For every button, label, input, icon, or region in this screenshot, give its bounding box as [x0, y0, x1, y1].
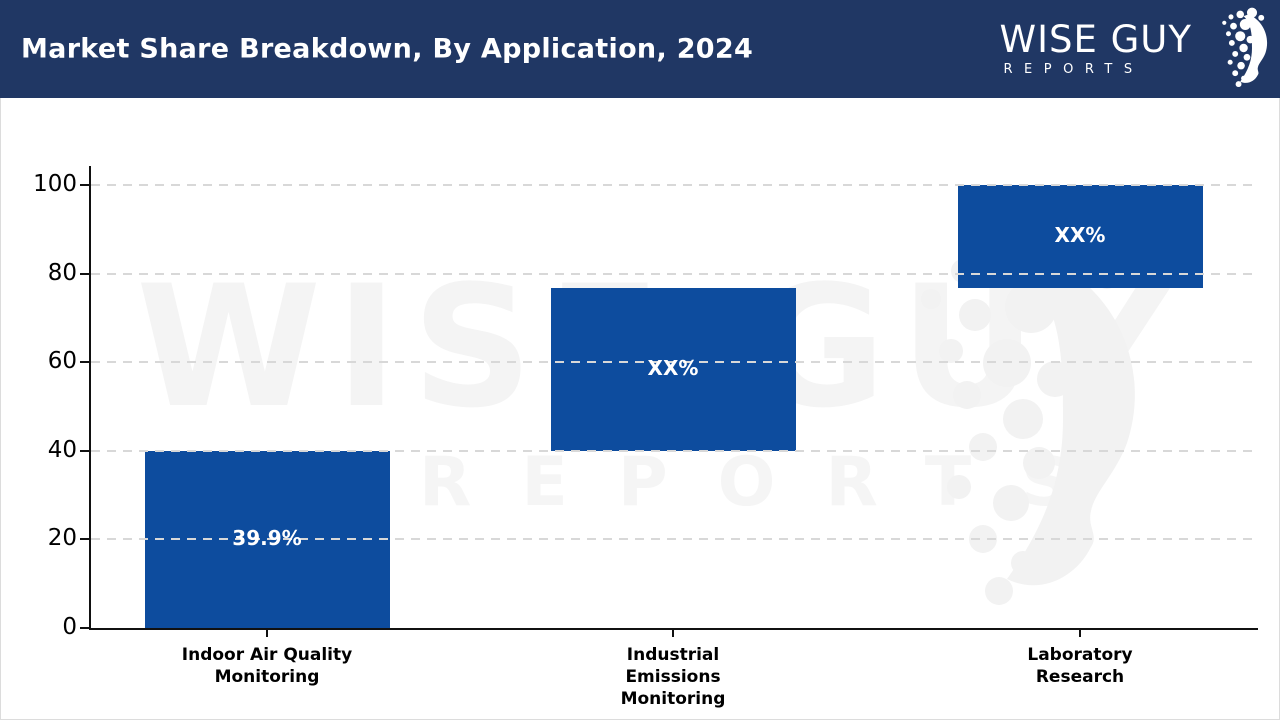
- page-title: Market Share Breakdown, By Application, …: [21, 33, 754, 65]
- y-tick-label: 0: [62, 614, 77, 640]
- brand-logo: WISE GUY REPORTS: [1000, 6, 1270, 90]
- y-tick-mark: [80, 184, 89, 187]
- gridline-y-40: [91, 449, 1258, 452]
- y-tick-mark: [80, 449, 89, 452]
- gridline-y-60: [91, 361, 1258, 364]
- gridline-y-20: [91, 538, 1258, 541]
- y-tick-label: 80: [47, 259, 77, 286]
- gridline-y-80: [91, 272, 1258, 275]
- x-category-label: Indoor Air Quality Monitoring: [181, 645, 353, 688]
- y-tick-label: 20: [47, 525, 77, 552]
- bar-segment: [550, 287, 796, 452]
- x-category-label: Laboratory Research: [1027, 645, 1133, 688]
- bar-value-label: XX%: [1054, 222, 1106, 247]
- bar-value-label: 39.9%: [232, 525, 302, 550]
- y-tick-mark: [80, 627, 89, 629]
- x-tick-mark: [1079, 630, 1081, 637]
- bar-value-label: XX%: [647, 355, 699, 380]
- plot-area: 0 20 40 60 80 100 39.9% Indoor Air Quality Moni…: [33, 166, 1258, 709]
- y-tick-label: 40: [47, 436, 77, 463]
- x-tick-mark: [672, 630, 674, 637]
- header-band: Market Share Breakdown, By Application, …: [0, 0, 1280, 98]
- brand-text: WISE GUY REPORTS: [1000, 21, 1192, 76]
- brand-subname: REPORTS: [1003, 61, 1144, 77]
- y-tick-label: 60: [47, 348, 77, 375]
- y-tick-label: 100: [33, 171, 77, 198]
- x-tick-mark: [266, 630, 268, 637]
- y-tick-mark: [80, 272, 89, 275]
- brand-name: WISE GUY: [999, 17, 1192, 61]
- bar-segment: [957, 185, 1203, 288]
- y-tick-mark: [80, 538, 89, 541]
- x-category-label: Industrial Emissions Monitoring: [620, 645, 726, 710]
- gridline-y-100: [91, 184, 1258, 187]
- wiseguy-face-icon: [1222, 7, 1268, 88]
- y-tick-mark: [80, 361, 89, 364]
